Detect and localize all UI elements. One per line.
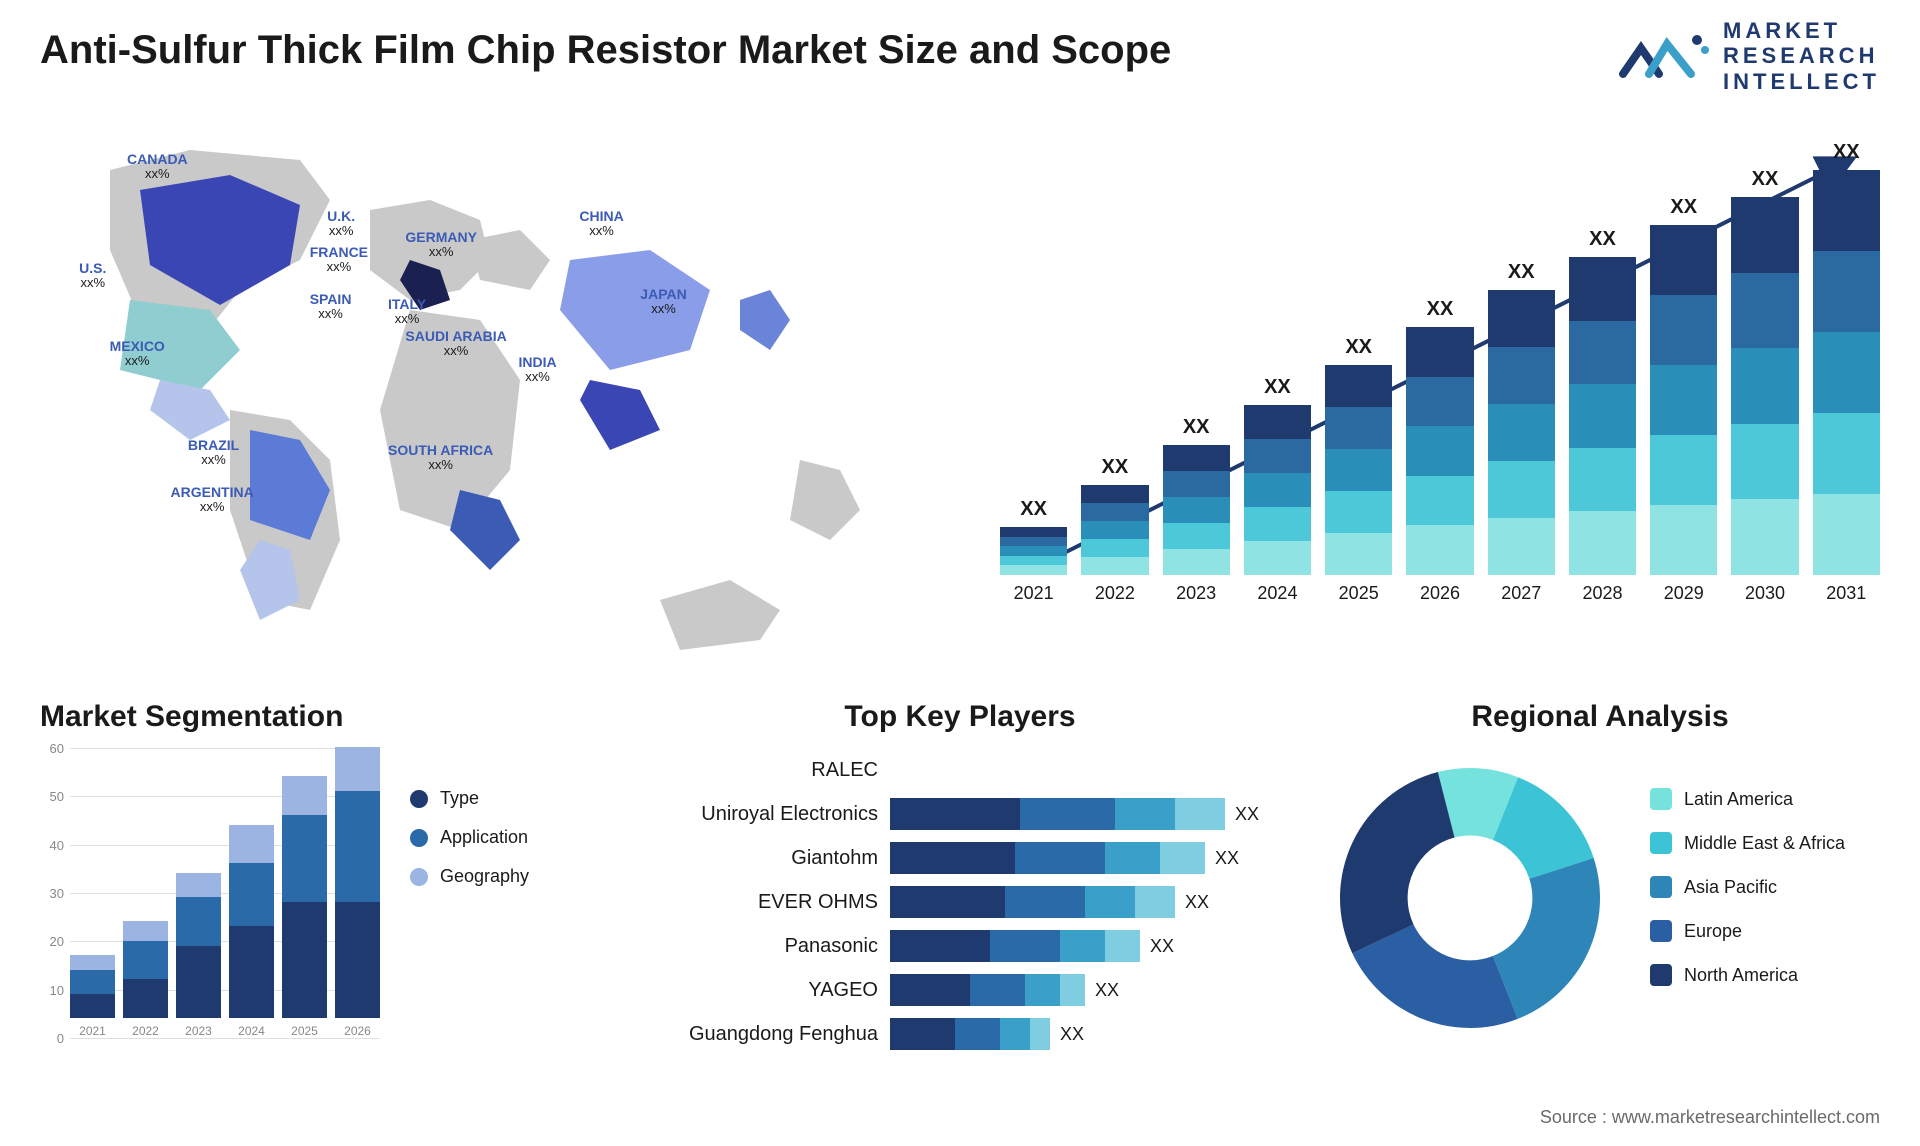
- growth-bar: XX2025: [1325, 336, 1392, 604]
- logo-text-1: MARKET: [1723, 18, 1880, 43]
- segmentation-bar: 2022: [123, 921, 168, 1038]
- growth-bar: XX2031: [1813, 141, 1880, 604]
- country-label: INDIAxx%: [519, 354, 557, 385]
- player-row: RALEC: [640, 748, 1280, 792]
- legend-item: Application: [410, 827, 529, 848]
- world-map: CANADAxx% U.S.xx% MEXICOxx% BRAZILxx% ARGENT…: [40, 130, 910, 650]
- legend-item: Europe: [1650, 920, 1845, 942]
- player-row: EVER OHMSXX: [640, 880, 1280, 924]
- growth-bar: XX2029: [1650, 196, 1717, 604]
- legend-item: Geography: [410, 866, 529, 887]
- players-bar-chart: RALECUniroyal ElectronicsXXGiantohmXXEVE…: [640, 748, 1280, 1056]
- page-title: Anti-Sulfur Thick Film Chip Resistor Mar…: [40, 28, 1171, 73]
- country-label: SPAINxx%: [310, 291, 352, 322]
- players-title: Top Key Players: [640, 700, 1280, 734]
- donut-slice: [1493, 858, 1600, 1019]
- logo-mark-icon: [1619, 24, 1709, 88]
- country-label: BRAZILxx%: [188, 437, 239, 468]
- logo-text-3: INTELLECT: [1723, 69, 1880, 94]
- players-section: Top Key Players RALECUniroyal Electronic…: [640, 700, 1280, 1056]
- growth-bar: XX2024: [1244, 376, 1311, 604]
- player-row: Guangdong FenghuaXX: [640, 1012, 1280, 1056]
- segmentation-bar-chart: 0102030405060 202120222023202420252026: [40, 748, 380, 1078]
- growth-bar: XX2026: [1406, 298, 1473, 604]
- country-label: MEXICOxx%: [110, 338, 165, 369]
- world-map-svg: [40, 130, 910, 650]
- player-row: PanasonicXX: [640, 924, 1280, 968]
- country-label: ITALYxx%: [388, 296, 426, 327]
- donut-slice: [1340, 772, 1455, 953]
- legend-item: Type: [410, 788, 529, 809]
- segmentation-legend: Type Application Geography: [410, 748, 529, 1078]
- segmentation-bar: 2021: [70, 955, 115, 1038]
- player-row: YAGEOXX: [640, 968, 1280, 1012]
- country-label: GERMANYxx%: [405, 229, 477, 260]
- segmentation-bar: 2025: [282, 776, 327, 1038]
- segmentation-bar: 2023: [176, 873, 221, 1038]
- country-label: ARGENTINAxx%: [171, 484, 254, 515]
- source-attribution: Source : www.marketresearchintellect.com: [1540, 1107, 1880, 1128]
- country-label: CANADAxx%: [127, 151, 188, 182]
- country-label: U.K.xx%: [327, 208, 355, 239]
- country-label: U.S.xx%: [79, 260, 106, 291]
- legend-item: Asia Pacific: [1650, 876, 1845, 898]
- country-label: SAUDI ARABIAxx%: [405, 328, 506, 359]
- country-label: JAPANxx%: [640, 286, 686, 317]
- legend-item: North America: [1650, 964, 1845, 986]
- legend-item: Middle East & Africa: [1650, 832, 1845, 854]
- legend-item: Latin America: [1650, 788, 1845, 810]
- growth-bar: XX2030: [1731, 168, 1798, 604]
- growth-bar: XX2022: [1081, 456, 1148, 604]
- brand-logo: MARKET RESEARCH INTELLECT: [1619, 18, 1880, 94]
- segmentation-bar: 2026: [335, 747, 380, 1038]
- growth-bar: XX2023: [1163, 416, 1230, 604]
- regional-section: Regional Analysis Latin America Middle Ea…: [1320, 700, 1880, 1048]
- country-label: FRANCExx%: [310, 244, 368, 275]
- country-label: CHINAxx%: [579, 208, 623, 239]
- segmentation-section: Market Segmentation 0102030405060 202120…: [40, 700, 600, 1078]
- growth-bar: XX2021: [1000, 498, 1067, 604]
- segmentation-bar: 2024: [229, 825, 274, 1038]
- player-row: GiantohmXX: [640, 836, 1280, 880]
- regional-donut-chart: [1320, 748, 1620, 1048]
- growth-bar-chart: XX2021XX2022XX2023XX2024XX2025XX2026XX20…: [1000, 130, 1880, 650]
- growth-bar: XX2028: [1569, 228, 1636, 604]
- logo-text-2: RESEARCH: [1723, 43, 1880, 68]
- regional-legend: Latin America Middle East & Africa Asia Pa…: [1650, 788, 1845, 1008]
- regional-title: Regional Analysis: [1320, 700, 1880, 734]
- country-label: SOUTH AFRICAxx%: [388, 442, 493, 473]
- growth-bar: XX2027: [1488, 261, 1555, 604]
- player-row: Uniroyal ElectronicsXX: [640, 792, 1280, 836]
- segmentation-title: Market Segmentation: [40, 700, 600, 734]
